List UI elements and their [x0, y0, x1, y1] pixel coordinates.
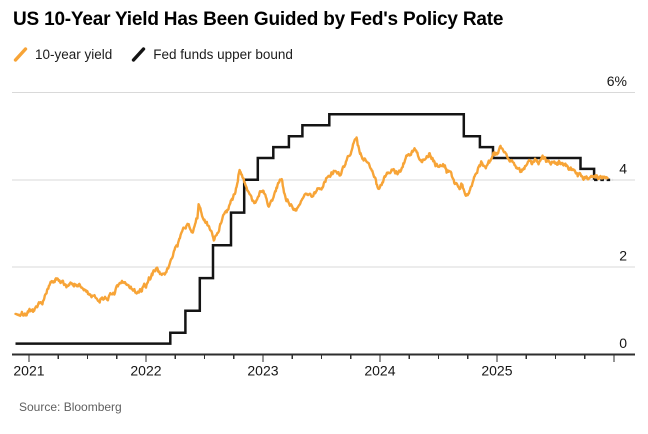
legend: 10-year yield Fed funds upper bound	[13, 47, 293, 62]
source-note: Source: Bloomberg	[19, 400, 122, 414]
legend-label: Fed funds upper bound	[153, 47, 293, 62]
y-axis-label: 0	[619, 335, 627, 351]
y-axis-label: 4	[619, 160, 627, 176]
legend-item-10-year-yield: 10-year yield	[13, 47, 112, 62]
legend-label: 10-year yield	[35, 47, 113, 62]
chart-title: US 10-Year Yield Has Been Guided by Fed'…	[13, 9, 504, 30]
x-axis-label: 2022	[130, 363, 161, 379]
x-axis-label: 2025	[481, 363, 512, 379]
legend-item-fed-funds: Fed funds upper bound	[131, 47, 293, 62]
y-axis-label: 6%	[607, 73, 627, 89]
fed-funds-line	[15, 113, 596, 345]
y-axis-label: 2	[619, 248, 627, 264]
x-axis-label: 2021	[13, 363, 44, 379]
x-axis-label: 2024	[364, 363, 395, 379]
fed-funds-slash-icon	[131, 47, 146, 62]
x-axis-label: 2023	[247, 363, 278, 379]
yield-slash-icon	[13, 47, 28, 62]
ten-year-yield-line	[14, 136, 609, 317]
